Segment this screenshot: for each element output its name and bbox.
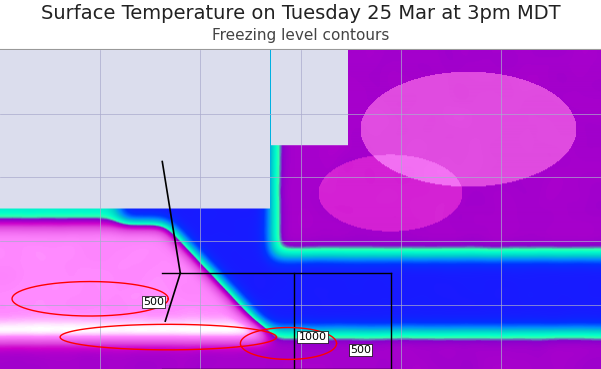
Text: Surface Temperature on Tuesday 25 Mar at 3pm MDT: Surface Temperature on Tuesday 25 Mar at… xyxy=(41,4,560,24)
Text: Freezing level contours: Freezing level contours xyxy=(212,28,389,44)
Text: 500: 500 xyxy=(143,297,163,307)
Text: 1000: 1000 xyxy=(299,332,326,342)
Text: 500: 500 xyxy=(350,345,371,355)
